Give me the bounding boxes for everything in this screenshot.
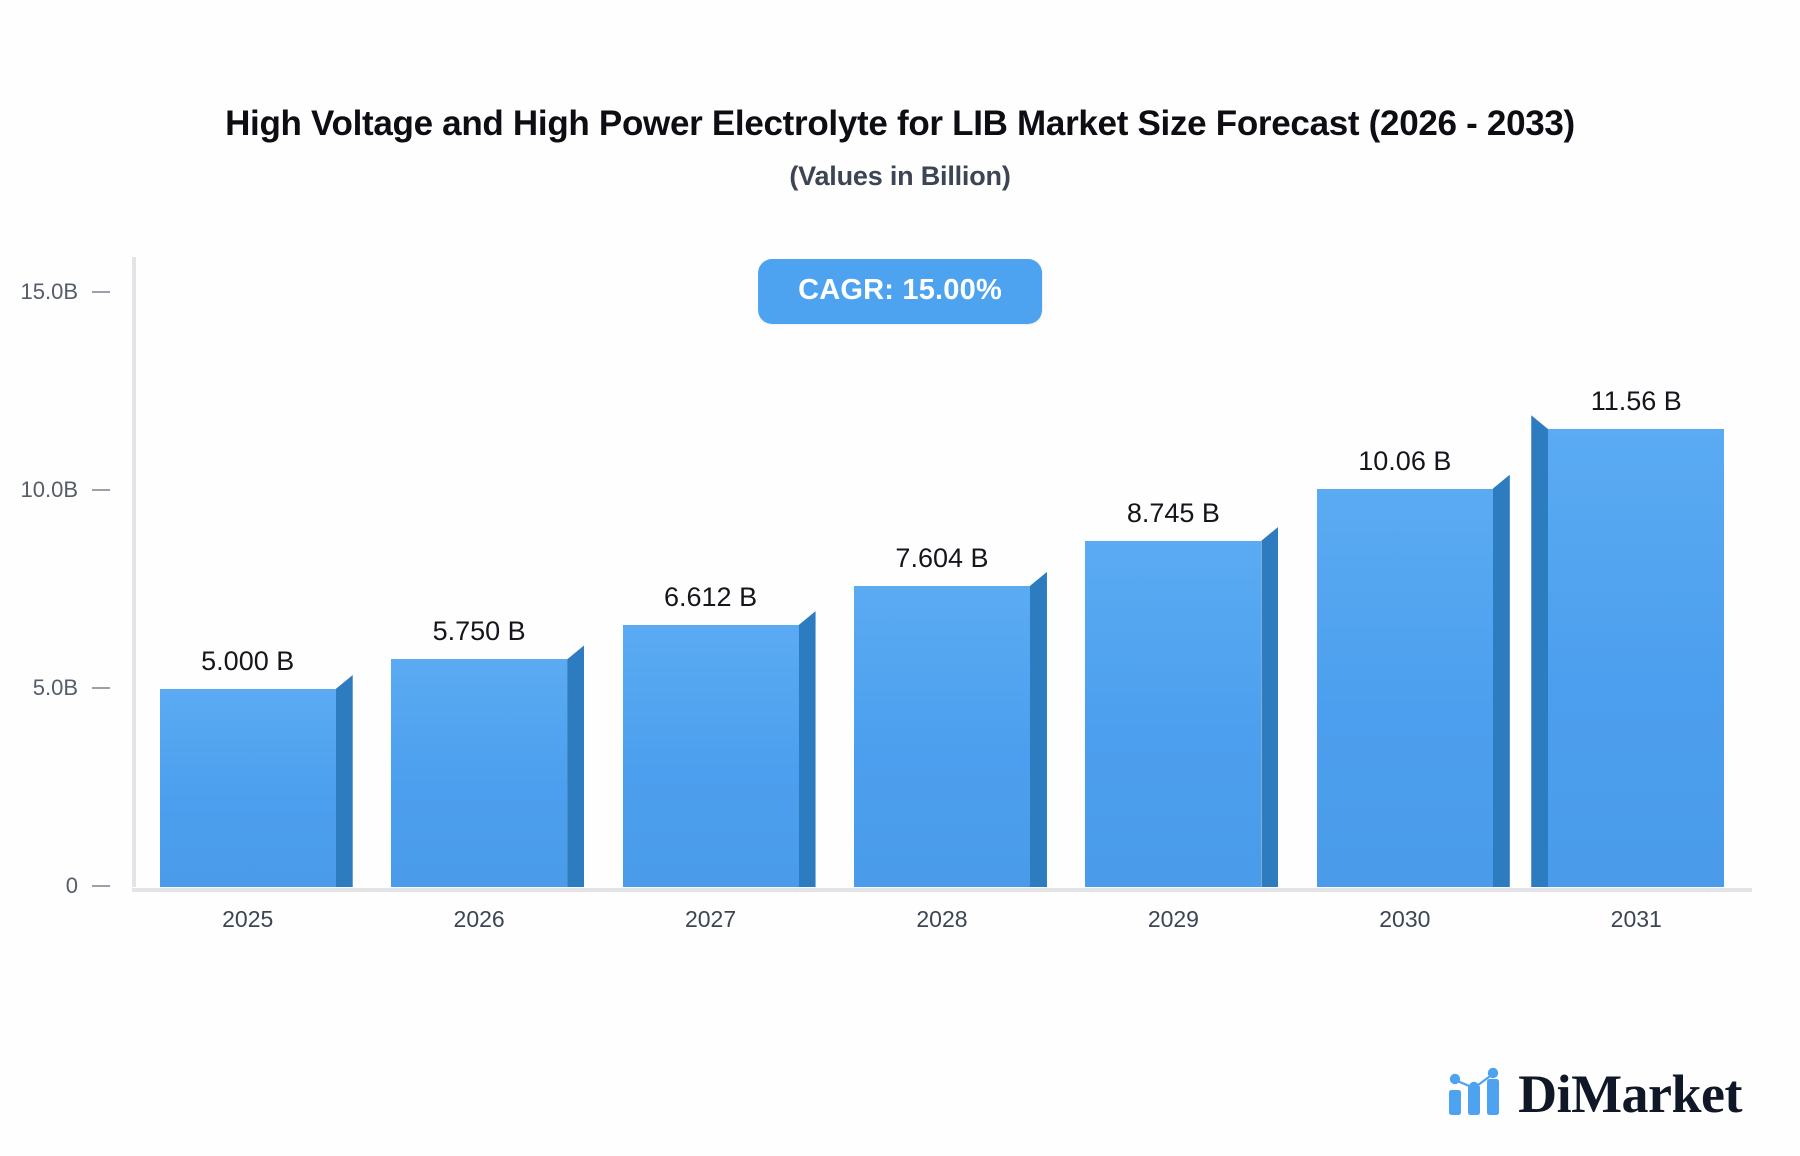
bar-side-face [567,645,585,887]
y-axis-labels: 15.0B 10.0B 5.0B 0 [0,257,110,898]
y-tick-label: 5.0B [32,675,78,700]
bar-value-label: 10.06 B [1358,445,1452,476]
bar-chart-icon [1446,1065,1504,1122]
bar-front-face[interactable] [622,625,799,887]
x-label-2031: 2031 [1610,906,1662,932]
bar-value-label: 7.604 B [895,542,989,573]
x-label-2028: 2028 [916,906,968,932]
y-axis-line [132,257,136,887]
chart-subtitle: (Values in Billion) [789,161,1011,192]
y-tick-dash [92,291,110,293]
brand-name: DiMarket [1518,1063,1742,1124]
bar-side-face [798,611,816,887]
bar-2025[interactable]: 5.000 B [159,646,353,887]
y-tick-label: 15.0B [20,279,79,304]
bar-slot: 5.750 B [363,292,594,887]
y-tick-5: 5.0B [32,675,110,700]
y-tick-dash [92,687,110,689]
bar-value-label: 5.000 B [201,646,295,676]
bar-side-face [335,675,353,887]
bar-slot: 7.604 B [826,292,1057,887]
y-tick-dash [92,885,110,887]
bar-slot: 8.745 B [1058,292,1289,887]
bar-slot: 6.612 B [595,292,826,887]
bar-slot: 5.000 B [132,292,363,887]
x-label-2025: 2025 [222,906,274,932]
x-label-2030: 2030 [1379,906,1431,932]
x-label-2029: 2029 [1147,906,1199,932]
plot-area: 15.0B 10.0B 5.0B 0 5.000 B [21,257,1752,898]
bar-side-face [1261,526,1279,887]
bar-front-face[interactable] [1316,488,1493,887]
x-label-2027: 2027 [684,906,737,932]
bar-2026[interactable]: 5.750 B [391,616,585,887]
y-tick-10: 10.0B [20,477,110,502]
bar-front-face[interactable] [159,689,336,887]
bar-front-face[interactable] [391,659,568,887]
bar-value-label: 5.750 B [432,616,526,647]
x-label-2026: 2026 [453,906,505,932]
brand-logo: DiMarket [1446,1065,1742,1122]
bar-2028[interactable]: 7.604 B [853,543,1047,887]
bar-series: 5.000 B 5.750 B 6.612 B [132,292,1752,887]
y-tick-0: 0 [65,873,110,898]
bar-slot: 10.06 B [1289,292,1520,887]
bar-value-label: 11.56 B [1590,386,1682,417]
bar-front-face[interactable] [853,585,1030,887]
bar-value-label: 8.745 B [1126,497,1220,528]
x-axis-line [132,888,1752,892]
bar-side-face [1492,474,1510,887]
cagr-badge[interactable]: CAGR: 15.00% [758,259,1042,324]
bar-front-face[interactable] [1085,540,1262,887]
y-tick-15: 15.0B [20,279,110,304]
bar-2027[interactable]: 6.612 B [622,582,816,887]
title-block: High Voltage and High Power Electrolyte … [0,104,1800,192]
bar-slot: 11.56 B [1521,292,1752,887]
bar-front-face[interactable] [1548,429,1725,887]
bar-2031[interactable]: 11.56 B [1531,386,1725,887]
bar-value-label: 6.612 B [664,582,758,613]
y-tick-label: 0 [65,873,78,898]
bar-side-face [1029,571,1047,887]
x-axis-labels: 2025 2026 2027 2028 2029 2030 2031 [132,906,1752,933]
bar-2030[interactable]: 10.06 B [1316,446,1510,887]
page-title: High Voltage and High Power Electrolyte … [225,104,1575,143]
y-tick-dash [92,489,110,491]
bar-2029[interactable]: 8.745 B [1085,498,1279,887]
bar-side-face [1531,415,1549,887]
y-tick-label: 10.0B [20,477,79,502]
